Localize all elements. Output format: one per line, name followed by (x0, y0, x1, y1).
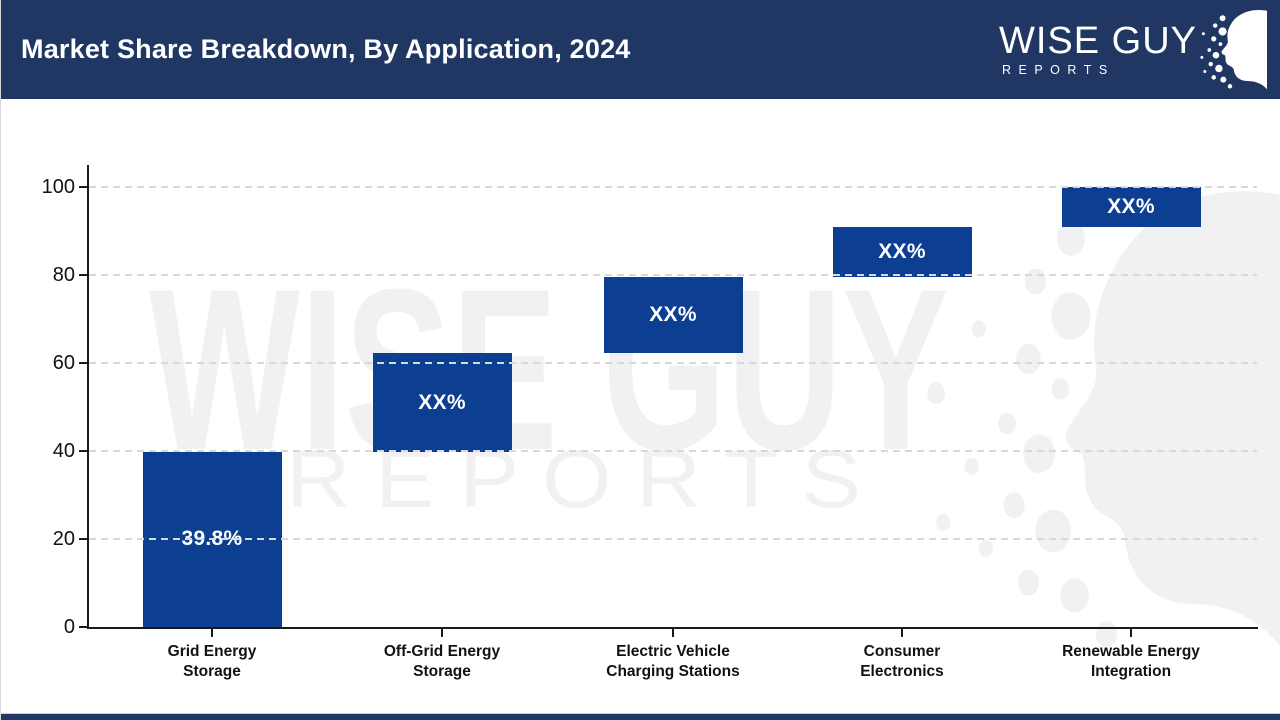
y-tick-label: 40 (52, 440, 75, 462)
bar-value-label: XX% (878, 240, 926, 264)
gridline (89, 450, 1257, 452)
logo-text: WISE GUY REPORTS (999, 22, 1197, 77)
bar: XX% (832, 227, 972, 278)
waterfall-chart: 0 20 40 60 80 100 39.8% Grid Energy Storage XX% O… (1, 99, 1280, 714)
y-tick (79, 274, 87, 276)
y-tick-label: 20 (52, 528, 75, 550)
gridline (89, 186, 1257, 188)
y-tick (79, 626, 87, 628)
bar: XX% (603, 277, 743, 354)
y-tick-label: 80 (52, 264, 75, 286)
y-tick (79, 186, 87, 188)
gridline (89, 362, 1257, 364)
x-tick (672, 629, 674, 637)
logo-face-icon (1200, 9, 1267, 89)
y-tick-label: 0 (63, 616, 75, 638)
logo-subtitle: REPORTS (1001, 63, 1115, 78)
category-label: Consumer Electronics (860, 643, 944, 680)
footer-strip (1, 714, 1280, 720)
y-tick (79, 450, 87, 452)
y-tick-label: 100 (41, 176, 75, 198)
bar-value-label: XX% (649, 303, 697, 327)
gridline (89, 274, 1257, 276)
bar: XX% (372, 353, 512, 452)
x-tick (441, 629, 443, 637)
bar: XX% (1061, 187, 1201, 228)
chart-canvas: WISE GUY R E P O R T S 0 20 40 60 80 100 39.8%… (1, 99, 1280, 714)
category-label: Renewable Energy Integration (1062, 643, 1200, 680)
y-tick-label: 60 (52, 352, 75, 374)
y-tick (79, 538, 87, 540)
wiseguy-logo: WISE GUY REPORTS (999, 8, 1267, 92)
category-label: Grid Energy Storage (167, 643, 257, 680)
logo-title: WISE GUY (998, 20, 1197, 63)
x-tick (1130, 629, 1132, 637)
x-tick (211, 629, 213, 637)
x-tick (901, 629, 903, 637)
y-tick (79, 362, 87, 364)
y-axis (87, 165, 89, 629)
category-label: Electric Vehicle Charging Stations (606, 643, 740, 680)
gridline (89, 538, 1257, 540)
bar-value-label: XX% (1107, 195, 1155, 219)
footer-divider (1, 713, 1280, 714)
x-axis (87, 627, 1258, 629)
bar-value-label: XX% (418, 390, 466, 414)
category-label: Off-Grid Energy Storage (383, 643, 501, 680)
header-bar: Market Share Breakdown, By Application, … (1, 0, 1280, 99)
page-title: Market Share Breakdown, By Application, … (21, 34, 631, 64)
